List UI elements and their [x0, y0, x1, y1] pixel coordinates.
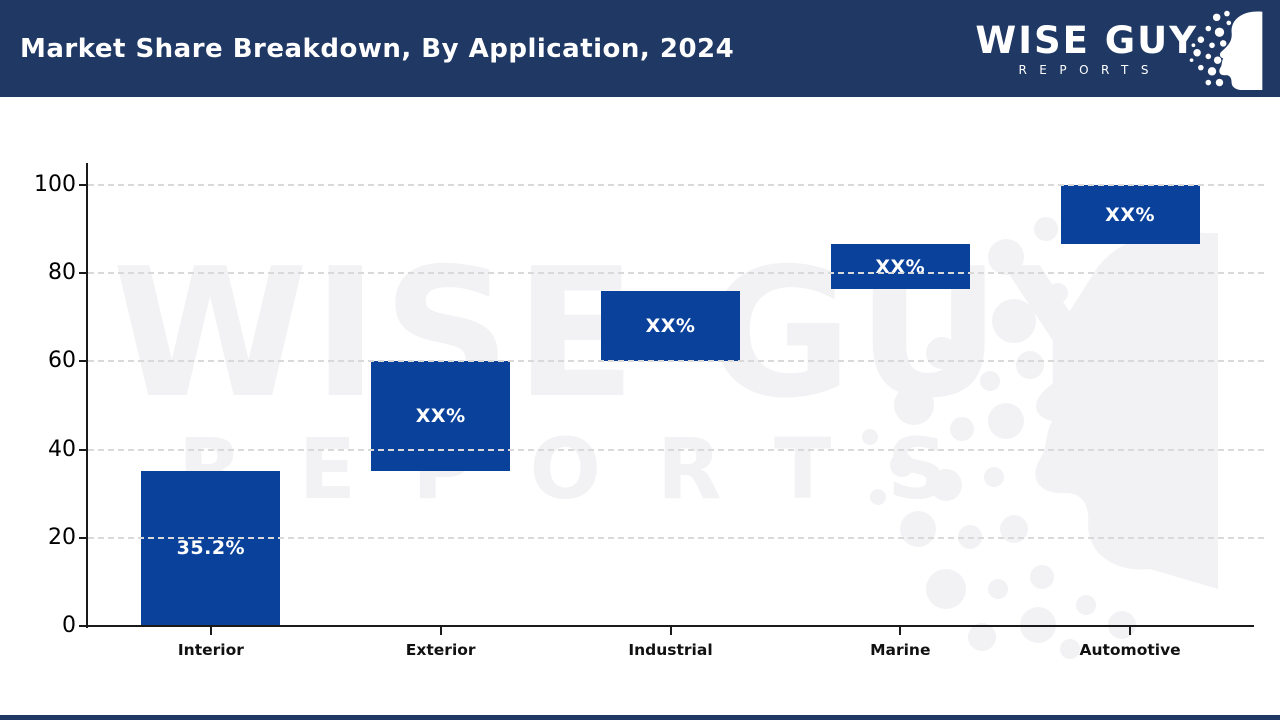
gridline-60 — [88, 360, 1264, 363]
bar-value-label: XX% — [1105, 203, 1156, 226]
gridline-40 — [88, 448, 1264, 451]
x-tick-industrial — [669, 626, 672, 635]
gridline-100 — [88, 184, 1264, 186]
y-tick-40 — [79, 448, 87, 451]
y-tick-label-100: 100 — [34, 172, 76, 197]
page-title: Market Share Breakdown, By Application, … — [20, 34, 735, 64]
x-tick-marine — [899, 626, 902, 635]
footer-bar — [0, 715, 1280, 720]
x-axis-line — [86, 625, 1254, 627]
bar-industrial: XX% — [601, 290, 740, 362]
y-tick-label-20: 20 — [48, 524, 76, 550]
y-tick-label-80: 80 — [48, 260, 76, 286]
category-label-marine: Marine — [870, 641, 931, 659]
bar-value-label: XX% — [415, 405, 466, 428]
logo-wordmark: WISE GUY — [975, 19, 1198, 62]
gridline-20 — [88, 536, 1264, 539]
logo-reports-label: REPORTS — [1018, 63, 1161, 77]
y-tick-label-0: 0 — [62, 613, 76, 638]
category-label-industrial: Industrial — [628, 641, 713, 659]
bar-interior: 35.2% — [141, 470, 281, 626]
x-tick-exterior — [439, 626, 442, 635]
header-bar: Market Share Breakdown, By Application, … — [0, 0, 1280, 97]
y-tick-80 — [79, 272, 87, 275]
bar-value-label: 35.2% — [176, 537, 246, 560]
bar-exterior: XX% — [371, 361, 511, 471]
logo-text: WISE GUY REPORTS — [975, 19, 1198, 78]
bar-value-label: XX% — [875, 255, 926, 278]
logo-face-icon — [1189, 10, 1263, 90]
gridline-80 — [88, 272, 1264, 275]
category-label-interior: Interior — [177, 641, 244, 659]
y-tick-label-60: 60 — [48, 348, 76, 374]
wise-guy-logo: WISE GUY REPORTS — [975, 8, 1268, 90]
y-tick-20 — [79, 536, 87, 539]
y-axis-line — [86, 163, 88, 628]
bar-marine: XX% — [830, 244, 970, 290]
bar-automotive: XX% — [1060, 185, 1200, 245]
category-label-automotive: Automotive — [1079, 641, 1181, 659]
bar-value-label: XX% — [645, 315, 696, 338]
category-label-exterior: Exterior — [405, 641, 476, 659]
y-tick-60 — [79, 360, 87, 363]
y-tick-0 — [79, 625, 87, 627]
y-tick-label-40: 40 — [48, 436, 76, 462]
x-tick-automotive — [1129, 626, 1132, 635]
y-tick-100 — [79, 184, 87, 186]
watermark-reports: REPORTS — [178, 420, 1004, 518]
x-tick-interior — [209, 626, 212, 635]
